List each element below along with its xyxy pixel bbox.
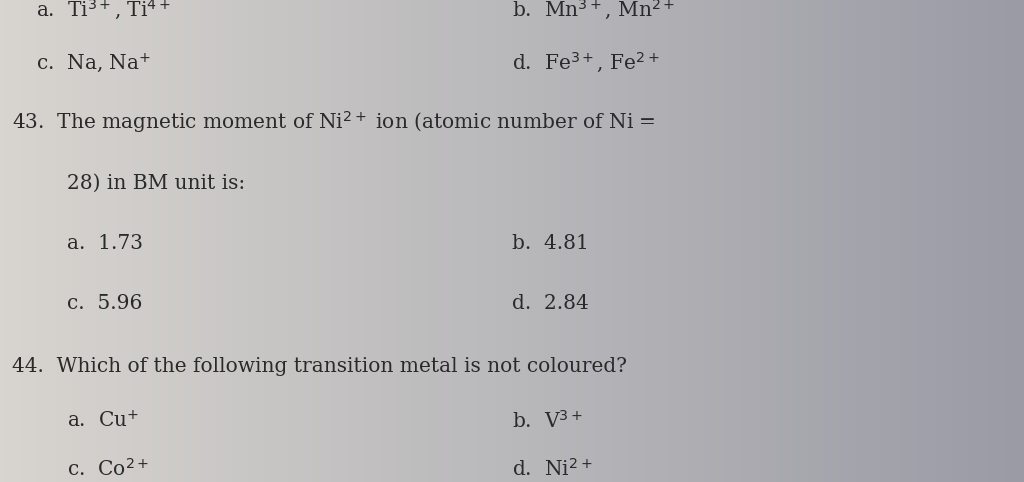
- Text: a.  Ti$^{3+}$, Ti$^{4+}$: a. Ti$^{3+}$, Ti$^{4+}$: [36, 0, 171, 22]
- Text: b.  V$^{3+}$: b. V$^{3+}$: [512, 410, 583, 431]
- Text: b.  4.81: b. 4.81: [512, 234, 589, 253]
- Text: d.  Ni$^{2+}$: d. Ni$^{2+}$: [512, 458, 593, 480]
- Text: a.  Cu$^{+}$: a. Cu$^{+}$: [67, 410, 138, 431]
- Text: c.  Co$^{2+}$: c. Co$^{2+}$: [67, 458, 148, 480]
- Text: c.  Na, Na$^{+}$: c. Na, Na$^{+}$: [36, 51, 151, 75]
- Text: 43.  The magnetic moment of Ni$^{2+}$ ion (atomic number of Ni =: 43. The magnetic moment of Ni$^{2+}$ ion…: [12, 109, 656, 135]
- Text: b.  Mn$^{3+}$, Mn$^{2+}$: b. Mn$^{3+}$, Mn$^{2+}$: [512, 0, 675, 22]
- Text: d.  2.84: d. 2.84: [512, 295, 589, 313]
- Text: 44.  Which of the following transition metal is not coloured?: 44. Which of the following transition me…: [12, 357, 628, 376]
- Text: d.  Fe$^{3+}$, Fe$^{2+}$: d. Fe$^{3+}$, Fe$^{2+}$: [512, 51, 659, 75]
- Text: 28) in BM unit is:: 28) in BM unit is:: [67, 174, 245, 193]
- Text: c.  5.96: c. 5.96: [67, 295, 142, 313]
- Text: a.  1.73: a. 1.73: [67, 234, 142, 253]
